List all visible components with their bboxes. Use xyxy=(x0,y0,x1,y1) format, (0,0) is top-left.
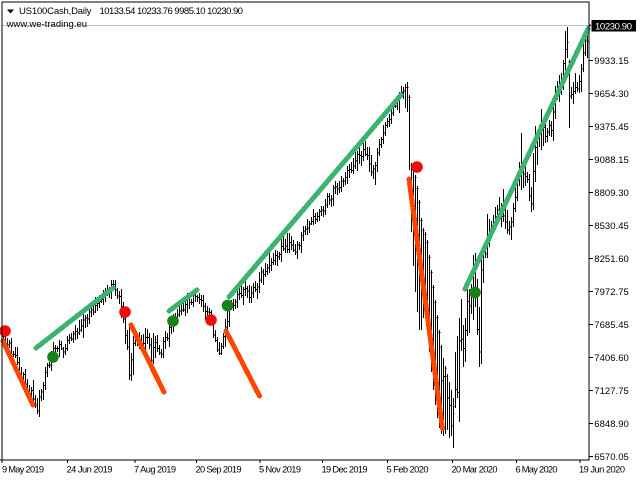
svg-text:9375.45: 9375.45 xyxy=(594,122,629,133)
svg-text:6570.05: 6570.05 xyxy=(594,452,629,463)
svg-text:24 Jun 2019: 24 Jun 2019 xyxy=(67,465,113,475)
svg-text:19 Dec 2019: 19 Dec 2019 xyxy=(322,465,368,475)
svg-text:9088.15: 9088.15 xyxy=(594,155,629,166)
svg-text:8809.30: 8809.30 xyxy=(594,188,629,199)
svg-text:9933.15: 9933.15 xyxy=(594,56,629,67)
svg-text:6 May 2020: 6 May 2020 xyxy=(516,465,558,475)
svg-text:5 Feb 2020: 5 Feb 2020 xyxy=(387,465,429,475)
svg-text:7127.75: 7127.75 xyxy=(594,386,629,397)
svg-text:10133.54 10233.76 9985.10 1023: 10133.54 10233.76 9985.10 10230.90 xyxy=(100,6,244,17)
svg-text:9654.30: 9654.30 xyxy=(594,89,629,100)
svg-text:US100Cash,Daily: US100Cash,Daily xyxy=(19,6,92,17)
svg-text:10230.90: 10230.90 xyxy=(595,22,632,33)
svg-text:7972.75: 7972.75 xyxy=(594,287,629,298)
svg-text:8251.60: 8251.60 xyxy=(594,254,629,265)
svg-text:7 Aug 2019: 7 Aug 2019 xyxy=(134,465,176,475)
svg-text:9 May 2019: 9 May 2019 xyxy=(2,465,44,475)
svg-text:8530.45: 8530.45 xyxy=(594,221,629,232)
svg-text:7685.45: 7685.45 xyxy=(594,320,629,331)
svg-text:20 Mar 2020: 20 Mar 2020 xyxy=(452,465,498,475)
svg-text:6848.90: 6848.90 xyxy=(594,419,629,430)
svg-text:20 Sep 2019: 20 Sep 2019 xyxy=(196,465,242,475)
svg-text:www.we-trading.eu: www.we-trading.eu xyxy=(6,19,88,30)
svg-text:5 Nov 2019: 5 Nov 2019 xyxy=(259,465,301,475)
svg-text:19 Jun 2020: 19 Jun 2020 xyxy=(579,465,625,475)
svg-text:7406.60: 7406.60 xyxy=(594,353,629,364)
